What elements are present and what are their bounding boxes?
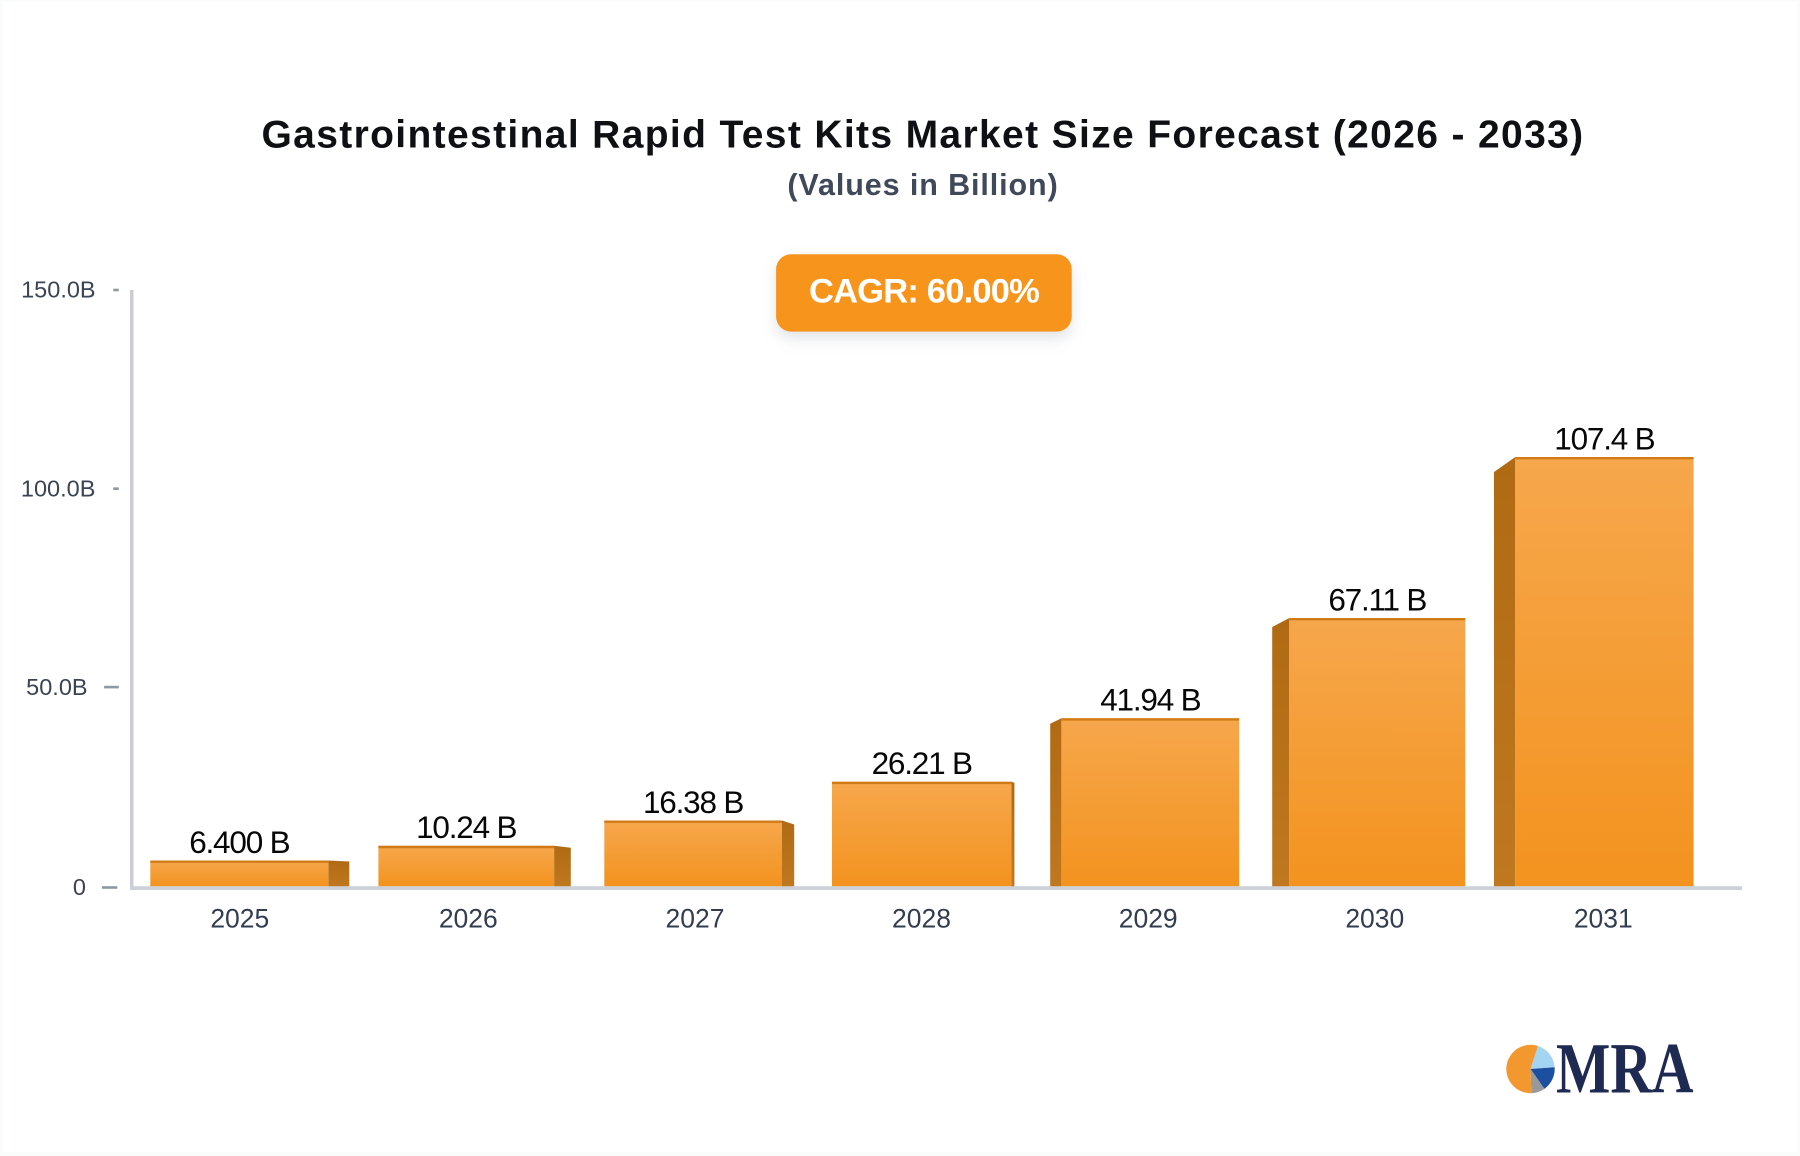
svg-text:2031: 2031 bbox=[1574, 904, 1633, 934]
svg-text:2028: 2028 bbox=[892, 904, 951, 934]
svg-text:26.21 B: 26.21 B bbox=[872, 745, 972, 781]
svg-text:150.0B: 150.0B bbox=[21, 277, 95, 303]
svg-text:2030: 2030 bbox=[1345, 904, 1404, 934]
svg-text:0: 0 bbox=[73, 874, 86, 900]
svg-text:CAGR: 60.00%: CAGR: 60.00% bbox=[809, 273, 1039, 311]
svg-text:10.24 B: 10.24 B bbox=[416, 809, 516, 845]
svg-text:Gastrointestinal Rapid Test Ki: Gastrointestinal Rapid Test Kits Market … bbox=[262, 113, 1585, 156]
svg-text:2026: 2026 bbox=[439, 904, 498, 934]
svg-text:(Values in Billion): (Values in Billion) bbox=[787, 168, 1058, 202]
svg-text:107.4 B: 107.4 B bbox=[1554, 420, 1654, 456]
svg-text:67.11 B: 67.11 B bbox=[1328, 581, 1426, 617]
svg-text:6.400 B: 6.400 B bbox=[189, 824, 289, 860]
svg-text:MRA: MRA bbox=[1556, 1029, 1694, 1109]
svg-text:100.0B: 100.0B bbox=[21, 475, 95, 501]
svg-text:2029: 2029 bbox=[1119, 904, 1178, 934]
svg-text:41.94 B: 41.94 B bbox=[1100, 682, 1200, 718]
svg-text:16.38 B: 16.38 B bbox=[643, 784, 743, 820]
svg-text:50.0B: 50.0B bbox=[26, 674, 87, 700]
svg-text:2027: 2027 bbox=[666, 904, 725, 934]
svg-text:2025: 2025 bbox=[210, 904, 269, 934]
